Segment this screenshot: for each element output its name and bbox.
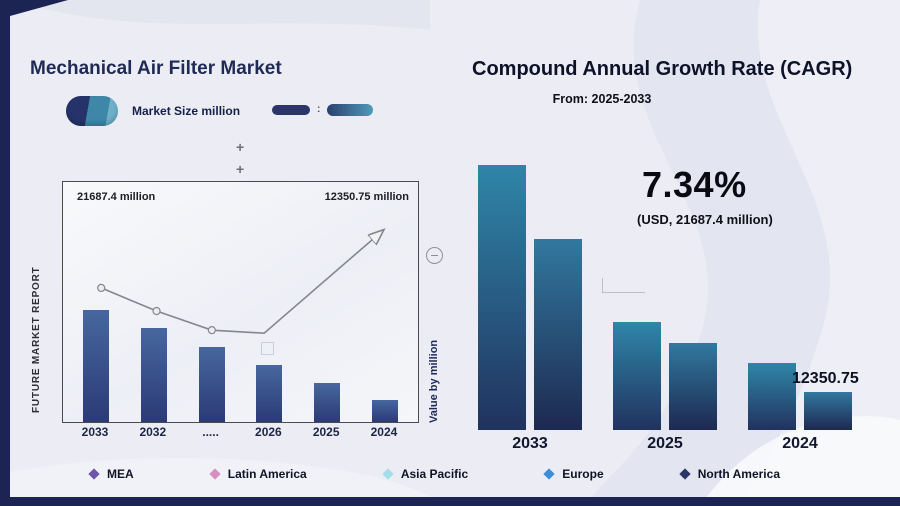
- market-size-bar-2032: [140, 328, 167, 422]
- decorative-square: [261, 342, 274, 355]
- x-axis-label: 2025: [647, 435, 683, 452]
- legend-item-latin-america: Latin America: [209, 467, 307, 481]
- legend-label: Latin America: [227, 467, 307, 481]
- bar-slot: [195, 347, 229, 422]
- x-axis-tick: 2025: [312, 425, 340, 439]
- legend-item-north-america: North America: [679, 467, 780, 481]
- legend-label: Europe: [562, 467, 604, 481]
- x-axis-label: 2024: [782, 435, 818, 452]
- legend-label: Asia Pacific: [400, 467, 469, 481]
- market-size-bar-2033: [83, 310, 109, 422]
- legend-item-asia-pacific: Asia Pacific: [382, 467, 469, 481]
- left-chart-bars: [79, 182, 402, 422]
- legend-diamond-icon: [679, 468, 691, 480]
- bar-slot: [310, 383, 344, 422]
- cagr-bar: [748, 363, 796, 430]
- cagr-bar-group-2025: 2025: [613, 322, 717, 454]
- x-axis-tick: 2024: [370, 425, 398, 439]
- pill-icon: [272, 105, 310, 115]
- decorative-pills: :: [272, 104, 374, 116]
- x-axis-tick: 2026: [255, 425, 282, 439]
- legend-diamond-icon: [209, 468, 221, 480]
- footer-legend: MEA Latin America Asia Pacific Europe North …: [88, 464, 780, 484]
- decorative-step-line: [602, 278, 645, 293]
- max-value-annotation: 21687.4 million: [77, 191, 156, 203]
- market-size-bar-.....: [198, 347, 225, 422]
- bar-slot: [79, 310, 113, 422]
- cagr-value: 7.34%: [642, 164, 747, 205]
- market-size-legend: Market Size million: [66, 96, 240, 126]
- right-chart-groups: 2033 2025 2024: [478, 165, 852, 454]
- bar-slot: [137, 328, 171, 422]
- bar-slot: [368, 400, 402, 422]
- left-chart-title: Mechanical Air Filter Market: [30, 58, 282, 79]
- plus-icon: +: [236, 161, 245, 177]
- legend-diamond-icon: [382, 468, 394, 480]
- cagr-bar: [669, 343, 717, 430]
- value-axis-label: Value by million: [428, 339, 440, 423]
- corner-accent: [10, 0, 68, 16]
- min-value-annotation: 12350.75 million: [324, 191, 409, 203]
- plus-icon: +: [236, 139, 245, 155]
- cagr-title: Compound Annual Growth Rate (CAGR): [472, 58, 853, 80]
- cylinder-icon: [66, 96, 118, 126]
- trend-arrow: [97, 182, 418, 335]
- cagr-bar: [613, 322, 661, 430]
- legend-label: MEA: [107, 467, 134, 481]
- cagr-detail: (USD, 21687.4 million): [637, 212, 773, 227]
- x-axis-tick: .....: [202, 425, 219, 439]
- bottom-border-bar: [0, 497, 900, 506]
- cagr-bar: [804, 392, 852, 430]
- market-size-bar-2024: [371, 400, 398, 422]
- legend-item-mea: MEA: [88, 467, 134, 481]
- x-axis-label: 2033: [512, 435, 548, 452]
- cagr-bar-group-2033: 2033: [478, 165, 582, 454]
- bar-slot: [252, 365, 286, 422]
- cagr-bar-group-2024: 2024: [748, 363, 852, 454]
- cagr-subtitle: From: 2025-2033: [552, 92, 652, 106]
- legend-item-europe: Europe: [543, 467, 604, 481]
- market-size-bar-2025: [314, 383, 341, 422]
- market-size-chart: 21687.4 million 12350.75 million: [62, 181, 419, 423]
- bar-pair: [478, 165, 582, 430]
- value-annotation-2024: 12350.75: [792, 370, 859, 387]
- legend-diamond-icon: [543, 468, 555, 480]
- left-chart-ticks: 2033 2032..... 2026 2025 2024: [78, 425, 401, 439]
- watermark-vertical-label: FUTURE MARKET REPORT: [31, 266, 42, 413]
- market-size-bar-2026: [256, 365, 283, 422]
- pill-separator: :: [317, 104, 321, 115]
- left-border-bar: [0, 0, 10, 506]
- legend-diamond-icon: [88, 468, 100, 480]
- bar-pair: [613, 322, 717, 430]
- gradient-pill-icon: [327, 104, 374, 116]
- cagr-bar: [534, 239, 582, 430]
- cagr-bar: [478, 165, 526, 430]
- x-axis-tick: 2033: [81, 425, 109, 439]
- bar-pair: [748, 363, 852, 430]
- x-axis-tick: 2032: [139, 425, 167, 439]
- minus-circle-icon: [426, 247, 443, 264]
- legend-label: North America: [697, 467, 780, 481]
- market-size-legend-label: Market Size million: [132, 104, 241, 118]
